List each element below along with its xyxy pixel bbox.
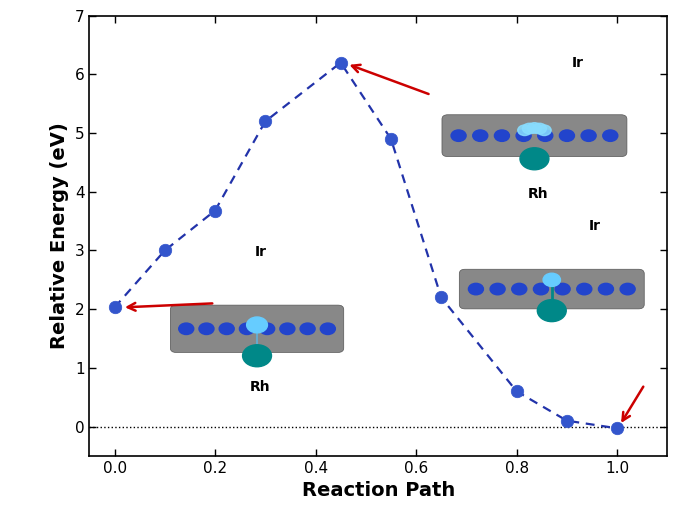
Circle shape (490, 283, 505, 295)
Circle shape (469, 283, 484, 295)
Circle shape (300, 323, 315, 334)
Circle shape (543, 273, 561, 287)
FancyBboxPatch shape (442, 115, 627, 157)
Y-axis label: Relative Energy (eV): Relative Energy (eV) (50, 123, 69, 349)
Circle shape (537, 300, 566, 322)
Circle shape (538, 130, 552, 141)
Circle shape (246, 317, 268, 333)
X-axis label: Reaction Path: Reaction Path (302, 482, 455, 500)
FancyBboxPatch shape (171, 305, 344, 353)
Circle shape (280, 323, 295, 334)
Text: Rh: Rh (528, 187, 548, 201)
Circle shape (239, 323, 255, 334)
Circle shape (581, 130, 596, 141)
Circle shape (199, 323, 214, 334)
Circle shape (528, 123, 541, 133)
Text: Rh: Rh (250, 380, 270, 394)
Circle shape (517, 125, 532, 136)
Circle shape (577, 283, 592, 295)
Circle shape (537, 125, 551, 136)
Circle shape (620, 283, 635, 295)
Circle shape (516, 130, 531, 141)
Circle shape (555, 283, 570, 295)
Text: Ir: Ir (255, 245, 266, 259)
Circle shape (533, 123, 546, 134)
Circle shape (179, 323, 194, 334)
Circle shape (495, 130, 509, 141)
Circle shape (559, 130, 574, 141)
Circle shape (599, 283, 614, 295)
Circle shape (243, 345, 272, 367)
Circle shape (473, 130, 488, 141)
Circle shape (321, 323, 335, 334)
Circle shape (451, 130, 466, 141)
Circle shape (259, 323, 275, 334)
Text: Rh: Rh (545, 285, 566, 298)
Circle shape (603, 130, 618, 141)
Text: Ir: Ir (572, 56, 584, 70)
Circle shape (512, 283, 527, 295)
Circle shape (520, 148, 549, 170)
FancyBboxPatch shape (460, 269, 644, 309)
Circle shape (533, 283, 548, 295)
Circle shape (522, 123, 536, 134)
Circle shape (219, 323, 234, 334)
Text: Ir: Ir (589, 219, 601, 233)
